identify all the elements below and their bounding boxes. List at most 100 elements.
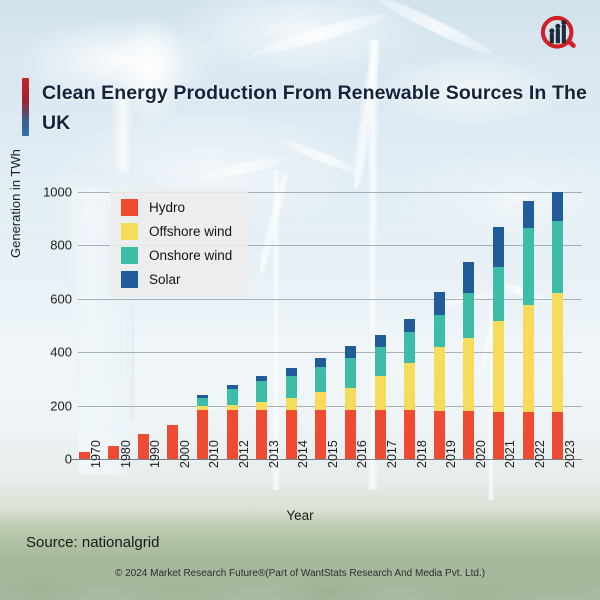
chart-legend: Hydro Offshore wind Onshore wind Solar <box>110 190 249 297</box>
bar-segment-offshore-wind[interactable] <box>285 398 297 410</box>
bar-segment-solar[interactable] <box>374 334 386 347</box>
bar-segment-hydro[interactable] <box>463 411 475 459</box>
bar-segment-offshore-wind[interactable] <box>404 362 416 410</box>
bar-2012[interactable] <box>226 0 238 600</box>
bar-segment-onshore-wind[interactable] <box>256 380 268 403</box>
bar-segment-onshore-wind[interactable] <box>315 366 327 393</box>
bar-segment-hydro[interactable] <box>552 412 564 459</box>
bar-segment-hydro[interactable] <box>167 424 179 459</box>
bar-segment-hydro[interactable] <box>108 446 120 459</box>
bar-segment-solar[interactable] <box>285 368 297 376</box>
legend-item[interactable]: Solar <box>121 271 232 288</box>
gridline <box>78 298 582 300</box>
y-axis-tick-label: 600 <box>50 291 72 307</box>
bar-2019[interactable] <box>433 0 445 600</box>
bar-segment-offshore-wind[interactable] <box>226 404 238 410</box>
bar-segment-hydro[interactable] <box>374 409 386 459</box>
background-photo-cooling-tower-rim <box>50 172 158 188</box>
bar-segment-hydro[interactable] <box>137 434 149 459</box>
bar-1980[interactable] <box>108 0 120 600</box>
x-axis-tick-label: 2012 <box>237 440 251 468</box>
bar-2022[interactable] <box>522 0 534 600</box>
bar-segment-hydro[interactable] <box>404 409 416 459</box>
bar-segment-solar[interactable] <box>552 192 564 222</box>
bar-2010[interactable] <box>196 0 208 600</box>
legend-item-label: Hydro <box>149 200 186 215</box>
bar-2000[interactable] <box>167 0 179 600</box>
x-axis-label: Year <box>286 508 314 523</box>
bar-segment-onshore-wind[interactable] <box>552 221 564 294</box>
background-photo-turbine-mast-3 <box>488 300 494 500</box>
bar-segment-offshore-wind[interactable] <box>492 321 504 413</box>
legend-item[interactable]: Onshore wind <box>121 247 232 264</box>
bar-2014[interactable] <box>285 0 297 600</box>
gridline <box>78 192 582 193</box>
bar-segment-hydro[interactable] <box>256 409 268 459</box>
legend-swatch-onshore-wind <box>121 247 138 264</box>
bar-segment-solar[interactable] <box>315 357 327 367</box>
bar-segment-hydro[interactable] <box>433 410 445 459</box>
x-axis-tick-label: 2021 <box>503 440 518 468</box>
bar-segment-offshore-wind[interactable] <box>433 346 445 411</box>
x-axis-tick-label: 2018 <box>414 440 429 468</box>
bar-segment-solar[interactable] <box>344 346 356 359</box>
bar-segment-offshore-wind[interactable] <box>552 293 564 413</box>
bar-2015[interactable] <box>315 0 327 600</box>
bar-segment-solar[interactable] <box>404 318 416 333</box>
gridline <box>78 245 582 247</box>
x-axis-tick-label: 2013 <box>266 440 281 468</box>
bar-2017[interactable] <box>374 0 386 600</box>
bar-segment-offshore-wind[interactable] <box>374 376 386 410</box>
bar-segment-hydro[interactable] <box>196 409 208 459</box>
bar-segment-offshore-wind[interactable] <box>315 392 327 410</box>
bar-segment-onshore-wind[interactable] <box>196 398 208 407</box>
bar-segment-onshore-wind[interactable] <box>285 375 297 399</box>
bar-segment-onshore-wind[interactable] <box>226 388 238 405</box>
bar-segment-hydro[interactable] <box>522 412 534 459</box>
legend-item[interactable]: Hydro <box>121 199 232 216</box>
bar-segment-offshore-wind[interactable] <box>522 305 534 413</box>
bar-segment-onshore-wind[interactable] <box>433 314 445 347</box>
bar-segment-onshore-wind[interactable] <box>522 228 534 306</box>
bar-segment-solar[interactable] <box>226 384 238 389</box>
bar-segment-hydro[interactable] <box>78 452 90 459</box>
bar-segment-offshore-wind[interactable] <box>463 338 475 412</box>
bar-segment-onshore-wind[interactable] <box>404 332 416 363</box>
bar-segment-offshore-wind[interactable] <box>256 402 268 410</box>
x-axis-tick-label: 2000 <box>177 440 192 468</box>
bar-segment-hydro[interactable] <box>226 409 238 459</box>
x-axis-tick-label: 2022 <box>533 440 547 468</box>
bar-1990[interactable] <box>137 0 149 600</box>
x-axis-tick-label: 2020 <box>473 440 488 468</box>
bar-2020[interactable] <box>463 0 475 600</box>
x-axis-tick-label: 2014 <box>296 440 311 468</box>
bar-segment-hydro[interactable] <box>285 409 297 459</box>
title-accent-bar <box>22 78 29 136</box>
bar-segment-solar[interactable] <box>463 261 475 293</box>
bar-segment-onshore-wind[interactable] <box>374 346 386 377</box>
bar-segment-onshore-wind[interactable] <box>463 292 475 339</box>
bar-segment-onshore-wind[interactable] <box>344 358 356 389</box>
bar-segment-solar[interactable] <box>196 394 208 399</box>
bar-segment-hydro[interactable] <box>344 409 356 459</box>
source-note: Source: nationalgrid <box>26 534 160 551</box>
bar-segment-hydro[interactable] <box>492 412 504 459</box>
bar-2018[interactable] <box>404 0 416 600</box>
bar-1970[interactable] <box>78 0 90 600</box>
legend-item[interactable]: Offshore wind <box>121 223 232 240</box>
bar-segment-offshore-wind[interactable] <box>344 388 356 410</box>
bar-segment-solar[interactable] <box>522 201 534 229</box>
bar-2023[interactable] <box>552 0 564 600</box>
bar-segment-offshore-wind[interactable] <box>196 406 208 410</box>
bar-segment-onshore-wind[interactable] <box>492 266 504 322</box>
bar-segment-hydro[interactable] <box>315 409 327 459</box>
bar-segment-solar[interactable] <box>492 226 504 267</box>
legend-swatch-solar <box>121 271 138 288</box>
bar-2016[interactable] <box>344 0 356 600</box>
bar-segment-solar[interactable] <box>433 292 445 315</box>
bar-2021[interactable] <box>492 0 504 600</box>
bar-segment-solar[interactable] <box>256 376 268 381</box>
legend-item-label: Offshore wind <box>149 224 233 239</box>
bar-2013[interactable] <box>256 0 268 600</box>
